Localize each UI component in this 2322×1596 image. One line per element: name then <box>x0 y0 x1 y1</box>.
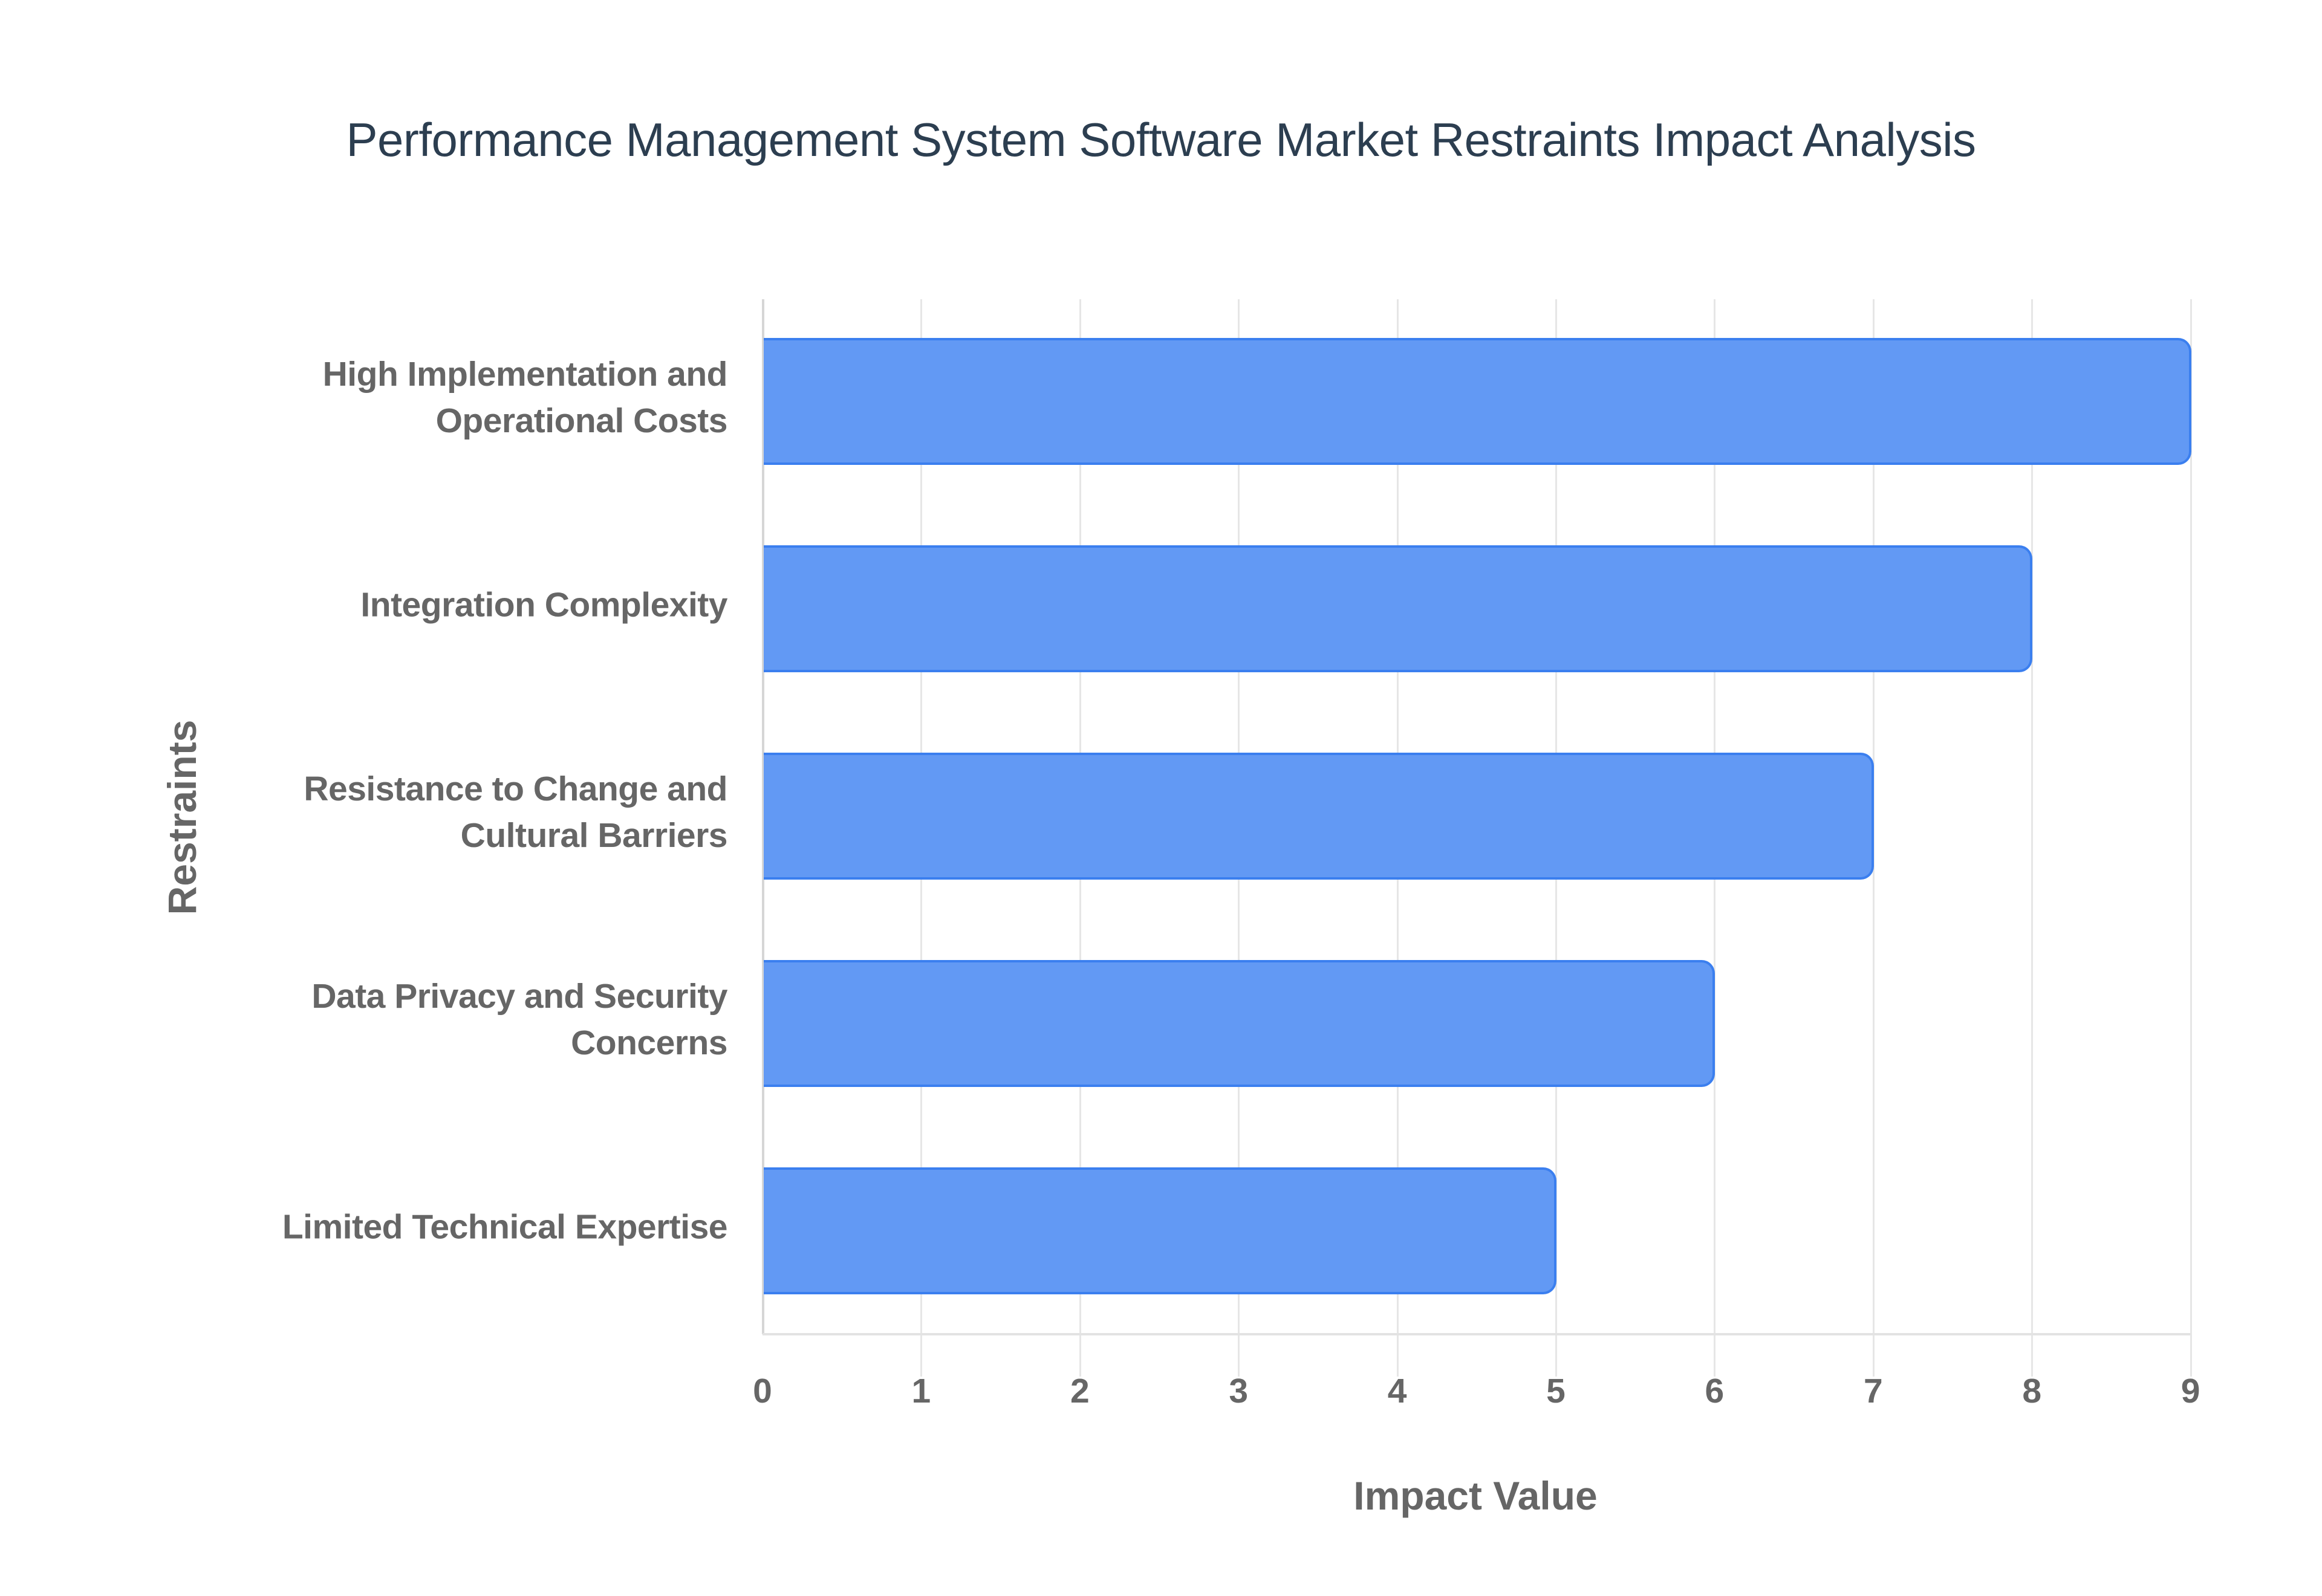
bar[interactable] <box>764 960 1715 1087</box>
x-tick-label: 0 <box>753 1372 772 1410</box>
x-axis-title: Impact Value <box>1353 1473 1598 1518</box>
category-label: Integration Complexity <box>360 585 727 624</box>
bar[interactable] <box>764 1167 1556 1294</box>
category-label: Data Privacy and Security Concerns <box>311 977 727 1062</box>
gridline <box>2190 299 2192 1377</box>
x-tick-label: 3 <box>1229 1372 1249 1410</box>
x-tick-label: 7 <box>1863 1372 1883 1410</box>
x-tick-label: 4 <box>1387 1372 1407 1410</box>
x-axis-line <box>763 1333 2191 1335</box>
plot-area <box>762 299 2192 1377</box>
x-tick-label: 2 <box>1070 1372 1090 1410</box>
chart-title: Performance Management System Software M… <box>346 113 1976 166</box>
x-tick-label: 8 <box>2022 1372 2042 1410</box>
x-tick-label: 5 <box>1546 1372 1566 1410</box>
y-axis-line <box>762 299 764 1334</box>
category-label: Resistance to Change and Cultural Barrie… <box>304 770 727 855</box>
x-tick-label: 6 <box>1705 1372 1725 1410</box>
bar[interactable] <box>764 545 2033 672</box>
category-label: Limited Technical Expertise <box>282 1207 728 1247</box>
y-axis-title: Restraints <box>160 719 204 915</box>
category-label: High Implementation and Operational Cost… <box>322 355 728 440</box>
bar[interactable] <box>764 338 2191 465</box>
bar[interactable] <box>764 753 1874 880</box>
gridline <box>2031 299 2034 1377</box>
x-tick-label: 1 <box>911 1372 931 1410</box>
x-tick-label: 9 <box>2181 1372 2200 1410</box>
